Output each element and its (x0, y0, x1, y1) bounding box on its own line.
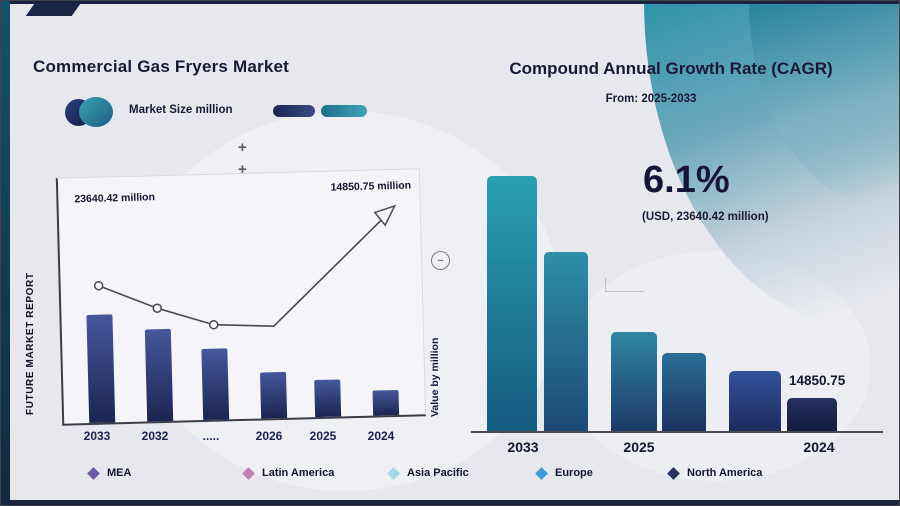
left-accent-stripe (1, 1, 10, 505)
market-size-chart: 23640.42 million 14850.75 million (55, 168, 427, 426)
x-tick: 2024 (803, 439, 835, 455)
bar-2025-s1 (611, 332, 657, 431)
corner-line-decor (605, 278, 644, 292)
bar-2033-s1 (487, 176, 537, 431)
market-size-legend-label: Market Size million (129, 104, 233, 116)
data-label-2024: 14850.75 (789, 373, 846, 388)
diamond-marker (87, 466, 100, 480)
legend-label: MEA (107, 467, 132, 479)
cagr-chart (471, 151, 883, 433)
legend-label: Europe (555, 467, 593, 479)
legend-label: Asia Pacific (407, 467, 469, 479)
left-chart-title: Commercial Gas Fryers Market (33, 57, 290, 76)
top-border (1, 1, 899, 4)
circle-minus-icon: − (431, 251, 450, 270)
legend-item-europe: Europe (535, 466, 593, 480)
bar-2024 (372, 389, 400, 416)
bar-2025-s2 (662, 353, 706, 431)
plus-icon: + (238, 161, 247, 178)
watermark-future-market-report: FUTURE MARKET REPORT (25, 272, 36, 415)
bottom-border (1, 500, 899, 505)
bar-2025 (314, 379, 342, 418)
x-tick: 2033 (83, 429, 111, 443)
x-tick: 2033 (507, 439, 539, 455)
cagr-value: 6.1% (643, 159, 730, 201)
x-tick: 2025 (623, 439, 655, 455)
legend-label: North America (687, 467, 763, 479)
bar-2033 (86, 314, 116, 424)
legend-item-mea: MEA (87, 466, 132, 480)
y-axis-label: Value by million (429, 337, 441, 417)
bar-2024-s1 (729, 371, 781, 431)
legend-item-latin-america: Latin America (242, 466, 335, 480)
bar-2033-s2 (544, 252, 588, 431)
diamond-marker (387, 466, 400, 480)
bar-2024-s2 (787, 398, 837, 431)
right-chart-subtitle: From: 2025-2033 (605, 93, 697, 105)
pill-decor-navy (273, 105, 315, 117)
legend-item-north-america: North America (667, 466, 763, 480)
bar-2032 (144, 328, 174, 422)
legend-item-asia-pacific: Asia Pacific (387, 466, 469, 480)
legend-label: Latin America (262, 467, 335, 479)
diamond-marker (242, 466, 255, 480)
diamond-marker (667, 466, 680, 480)
bar-2026 (259, 371, 288, 419)
x-tick: 2026 (255, 429, 283, 443)
annotation-max-value: 23640.42 million (74, 191, 156, 206)
bar-intermediate (201, 348, 230, 421)
x-tick: ..... (202, 429, 220, 443)
left-x-axis: 2033 2032 ..... 2026 2025 2024 (59, 429, 423, 447)
x-tick: 2025 (309, 429, 337, 443)
diamond-marker (535, 466, 548, 480)
right-chart-title: Compound Annual Growth Rate (CAGR) (509, 59, 833, 78)
x-tick: 2024 (367, 429, 395, 443)
cagr-usd-note: (USD, 23640.42 million) (642, 211, 769, 223)
plus-icon: + (238, 139, 247, 156)
annotation-min-value: 14850.75 million (330, 179, 412, 194)
x-tick: 2032 (141, 429, 169, 443)
market-size-icon (65, 97, 117, 127)
pill-decor-teal (321, 105, 367, 117)
